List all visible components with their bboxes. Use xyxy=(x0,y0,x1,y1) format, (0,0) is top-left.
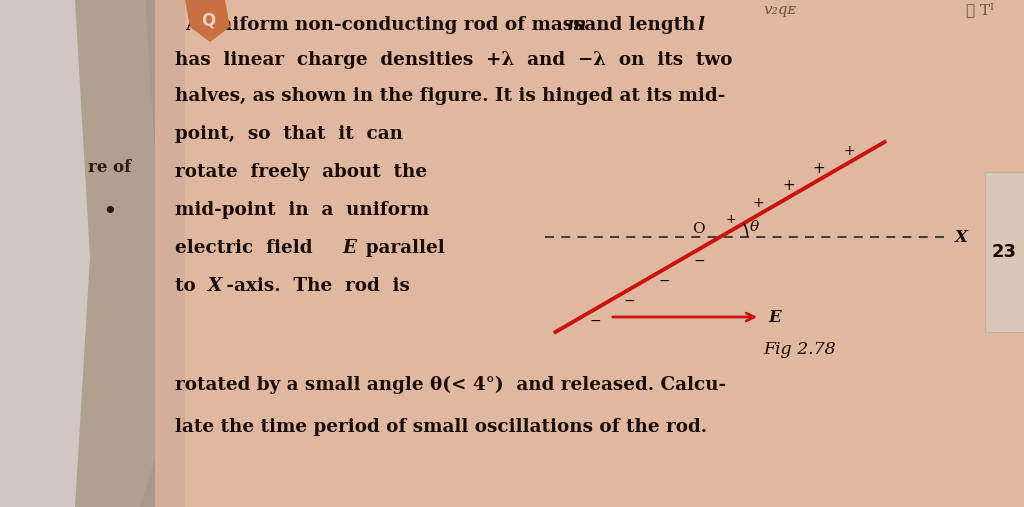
Text: rotated by a small angle θ(< 4°)  and released. Calcu-: rotated by a small angle θ(< 4°) and rel… xyxy=(175,376,726,394)
Text: −: − xyxy=(624,294,636,308)
Text: ∴ Tᴵ: ∴ Tᴵ xyxy=(966,3,994,17)
Polygon shape xyxy=(0,0,165,507)
Text: -axis.  The  rod  is: -axis. The rod is xyxy=(220,277,410,295)
Text: +: + xyxy=(844,144,855,158)
Text: +: + xyxy=(753,196,764,210)
Text: A uniform non-conducting rod of mass: A uniform non-conducting rod of mass xyxy=(185,16,590,34)
Text: +: + xyxy=(725,213,736,226)
Text: late the time period of small oscillations of the rod.: late the time period of small oscillatio… xyxy=(175,418,708,436)
Text: E: E xyxy=(342,239,356,257)
Text: O: O xyxy=(691,222,705,236)
Text: +: + xyxy=(782,178,795,193)
Text: m: m xyxy=(567,16,587,34)
Polygon shape xyxy=(0,0,90,507)
Text: Q: Q xyxy=(201,11,215,29)
Text: •: • xyxy=(102,200,118,224)
Text: +: + xyxy=(813,161,825,176)
Text: θ: θ xyxy=(750,220,759,234)
Text: X: X xyxy=(955,229,968,245)
Text: X: X xyxy=(208,277,222,295)
Text: v₂qᴇ: v₂qᴇ xyxy=(764,3,797,17)
FancyBboxPatch shape xyxy=(985,172,1024,332)
Text: 23: 23 xyxy=(991,243,1017,261)
Text: −: − xyxy=(589,314,601,328)
Text: Fig 2.78: Fig 2.78 xyxy=(764,341,837,357)
Text: re of: re of xyxy=(88,159,132,175)
Text: and length: and length xyxy=(578,16,701,34)
Text: mid-point  in  a  uniform: mid-point in a uniform xyxy=(175,201,429,219)
Text: halves, as shown in the figure. It is hinged at its mid-: halves, as shown in the figure. It is hi… xyxy=(175,87,725,105)
Text: electric  field: electric field xyxy=(175,239,326,257)
Text: to: to xyxy=(175,277,209,295)
Polygon shape xyxy=(155,0,1024,507)
Text: parallel: parallel xyxy=(353,239,444,257)
Text: −: − xyxy=(658,274,670,287)
Text: −: − xyxy=(693,254,705,268)
Text: l: l xyxy=(697,16,705,34)
Polygon shape xyxy=(185,0,230,42)
Text: has  linear  charge  densities  +λ  and  −λ  on  its  two: has linear charge densities +λ and −λ on… xyxy=(175,51,732,69)
Text: E: E xyxy=(768,308,780,325)
Text: point,  so  that  it  can: point, so that it can xyxy=(175,125,403,143)
Polygon shape xyxy=(155,0,185,507)
Text: rotate  freely  about  the: rotate freely about the xyxy=(175,163,427,181)
